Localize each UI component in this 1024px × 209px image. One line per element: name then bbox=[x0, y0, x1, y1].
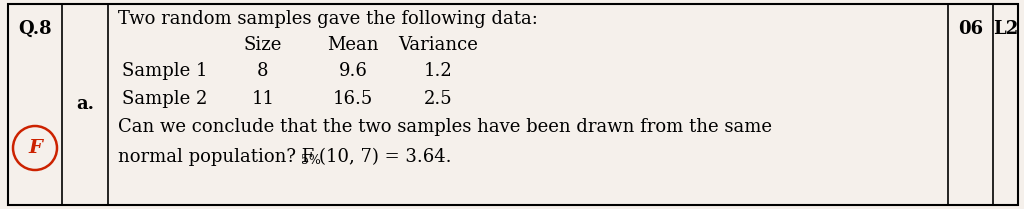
Text: 16.5: 16.5 bbox=[333, 90, 373, 108]
Text: 9.6: 9.6 bbox=[339, 62, 368, 80]
Text: Mean: Mean bbox=[328, 36, 379, 54]
Text: Size: Size bbox=[244, 36, 283, 54]
Text: (10, 7) = 3.64.: (10, 7) = 3.64. bbox=[319, 148, 452, 166]
Text: 5%: 5% bbox=[301, 154, 321, 167]
Text: 1.2: 1.2 bbox=[424, 62, 453, 80]
Text: normal population? F: normal population? F bbox=[118, 148, 314, 166]
Text: Sample 2: Sample 2 bbox=[122, 90, 208, 108]
Text: Q.8: Q.8 bbox=[18, 20, 52, 38]
Text: Variance: Variance bbox=[398, 36, 478, 54]
Text: Two random samples gave the following data:: Two random samples gave the following da… bbox=[118, 10, 538, 28]
Text: Can we conclude that the two samples have been drawn from the same: Can we conclude that the two samples hav… bbox=[118, 118, 772, 136]
Text: 11: 11 bbox=[252, 90, 274, 108]
Text: a.: a. bbox=[76, 95, 94, 113]
Text: L2: L2 bbox=[993, 20, 1018, 38]
Text: F: F bbox=[28, 139, 42, 157]
Text: 8: 8 bbox=[257, 62, 268, 80]
Text: 06: 06 bbox=[957, 20, 983, 38]
Text: 2.5: 2.5 bbox=[424, 90, 453, 108]
Text: Sample 1: Sample 1 bbox=[122, 62, 208, 80]
